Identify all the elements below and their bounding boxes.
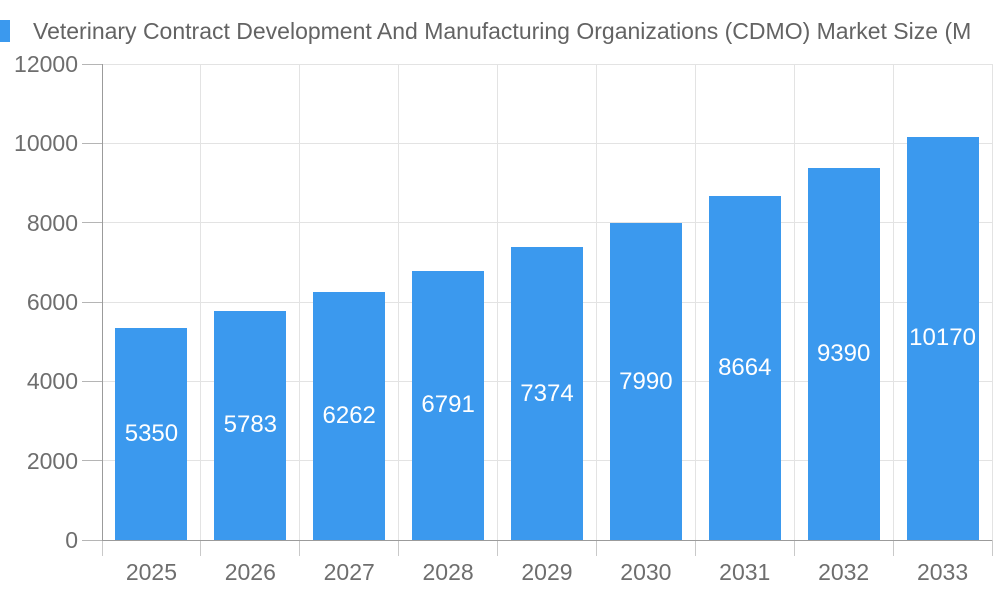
x-gridline [398,64,400,540]
x-gridline [991,64,993,540]
chart-header: Veterinary Contract Development And Manu… [0,20,1000,44]
bar-value-label: 7990 [619,367,673,395]
bar[interactable]: 5350 [115,327,188,540]
bar[interactable]: 10170 [906,136,979,540]
x-axis-tick [398,540,400,556]
bar-value-label: 7374 [520,379,574,407]
y-axis-label: 8000 [26,209,78,236]
y-gridline [102,222,992,224]
x-axis-tick [200,540,202,556]
x-axis-label: 2025 [125,559,178,585]
y-axis-label: 12000 [14,51,78,77]
bar[interactable]: 5783 [214,310,287,540]
x-axis-label: 2026 [224,559,276,585]
x-axis-tick [497,540,499,556]
bar[interactable]: 6791 [412,270,485,540]
x-axis-tick [101,540,103,556]
y-axis-label: 6000 [26,289,78,315]
x-axis-tick [991,540,993,556]
x-axis-label: 2031 [719,559,771,585]
y-axis-label: 4000 [26,368,78,395]
y-axis-tick [82,63,102,65]
x-axis-label: 2030 [620,559,672,585]
bar[interactable]: 8664 [708,196,781,540]
bar[interactable]: 6262 [313,291,386,540]
bar-value-label: 5350 [124,419,179,447]
bar-value-label: 9390 [816,339,871,367]
chart-title: Veterinary Contract Development And Manu… [33,20,972,44]
bar[interactable]: 7990 [609,223,682,540]
x-axis-label: 2028 [422,559,474,585]
x-gridline [200,64,202,540]
x-axis-tick [694,540,696,556]
bar[interactable]: 9390 [807,167,880,540]
x-gridline [694,64,696,540]
y-axis-tick [82,460,102,462]
y-axis-label: 0 [65,527,78,553]
bar-value-label: 6791 [421,391,475,419]
x-gridline [299,64,301,540]
bar-value-label: 5783 [223,411,278,439]
x-axis-tick [299,540,301,556]
x-gridline [892,64,894,540]
bar[interactable]: 7374 [511,247,583,540]
x-axis-tick [793,540,795,556]
y-gridline [102,63,992,65]
y-axis-tick [82,142,102,144]
y-axis-tick [82,301,102,303]
y-axis-label: 2000 [26,447,78,474]
bar-value-label: 8664 [718,354,772,382]
y-axis-tick [82,539,102,541]
x-axis-label: 2033 [916,559,969,585]
x-axis-tick [892,540,894,556]
legend-marker[interactable] [0,20,10,42]
x-gridline [497,64,499,540]
y-axis-line [102,64,103,540]
bar-value-label: 10170 [909,324,976,352]
x-gridline [595,64,597,540]
bar-value-label: 6262 [322,401,376,429]
x-axis-line [102,540,992,541]
y-axis-tick [82,222,102,224]
x-axis-label: 2032 [818,559,870,585]
y-axis-tick [82,380,102,382]
x-axis-tick [595,540,597,556]
y-axis-label: 10000 [14,130,78,157]
x-axis-label: 2029 [521,559,573,585]
x-gridline [793,64,795,540]
y-gridline [102,142,992,144]
x-axis-label: 2027 [323,559,375,585]
